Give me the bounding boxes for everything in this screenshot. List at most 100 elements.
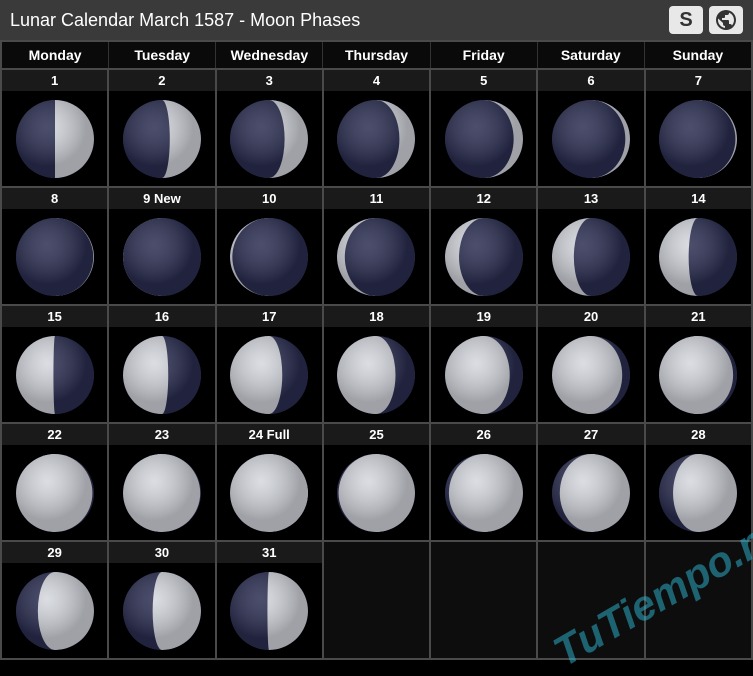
day-label: 28 (646, 424, 751, 445)
calendar-cell[interactable]: 31 (217, 540, 324, 658)
moon-phase-icon (538, 445, 643, 540)
day-label: 11 (324, 188, 429, 209)
calendar-cell (324, 540, 431, 658)
day-label: 1 (2, 70, 107, 91)
calendar-cell[interactable]: 1 (2, 68, 109, 186)
day-label: 5 (431, 70, 536, 91)
hemisphere-badge[interactable]: S (669, 6, 703, 34)
day-label: 22 (2, 424, 107, 445)
calendar-cell[interactable]: 2 (109, 68, 216, 186)
day-label: 21 (646, 306, 751, 327)
page-title: Lunar Calendar March 1587 - Moon Phases (10, 10, 360, 31)
page-header: Lunar Calendar March 1587 - Moon Phases … (0, 0, 753, 40)
day-label: 23 (109, 424, 214, 445)
calendar-cell[interactable]: 12 (431, 186, 538, 304)
calendar-cell[interactable]: 3 (217, 68, 324, 186)
calendar-cell[interactable]: 28 (646, 422, 751, 540)
day-label: 20 (538, 306, 643, 327)
day-header: Monday (2, 42, 109, 68)
moon-phase-icon (2, 445, 107, 540)
globe-icon[interactable] (709, 6, 743, 34)
calendar-cell[interactable]: 18 (324, 304, 431, 422)
moon-phase-icon (646, 327, 751, 422)
day-header: Wednesday (216, 42, 323, 68)
calendar-week: 293031 (2, 540, 751, 658)
header-icons: S (669, 6, 743, 34)
moon-phase-icon (646, 445, 751, 540)
calendar-cell[interactable]: 17 (217, 304, 324, 422)
moon-phase-icon (2, 563, 107, 658)
calendar-cell[interactable]: 4 (324, 68, 431, 186)
calendar-cell[interactable]: 7 (646, 68, 751, 186)
calendar-cell (646, 540, 751, 658)
day-label: 18 (324, 306, 429, 327)
moon-phase-icon (431, 91, 536, 186)
day-header: Friday (431, 42, 538, 68)
day-headers-row: MondayTuesdayWednesdayThursdayFridaySatu… (2, 42, 751, 68)
day-label: 2 (109, 70, 214, 91)
day-label: 17 (217, 306, 322, 327)
hemisphere-letter: S (679, 9, 692, 32)
day-label: 30 (109, 542, 214, 563)
day-header: Sunday (645, 42, 751, 68)
calendar-cell[interactable]: 20 (538, 304, 645, 422)
day-label: 14 (646, 188, 751, 209)
moon-phase-icon (2, 91, 107, 186)
day-header: Saturday (538, 42, 645, 68)
moon-phase-icon (538, 327, 643, 422)
calendar-cell[interactable]: 25 (324, 422, 431, 540)
moon-phase-icon (324, 445, 429, 540)
moon-phase-icon (217, 563, 322, 658)
moon-phase-icon (109, 209, 214, 304)
day-label: 31 (217, 542, 322, 563)
calendar-cell[interactable]: 10 (217, 186, 324, 304)
day-label: 9 New (109, 188, 214, 209)
calendar-week: 1234567 (2, 68, 751, 186)
moon-phase-icon (431, 327, 536, 422)
weeks-container: 123456789 New101112131415161718192021222… (2, 68, 751, 658)
day-label: 4 (324, 70, 429, 91)
moon-phase-icon (109, 91, 214, 186)
calendar-cell[interactable]: 26 (431, 422, 538, 540)
calendar-cell[interactable]: 5 (431, 68, 538, 186)
calendar-cell[interactable]: 9 New (109, 186, 216, 304)
calendar-cell[interactable]: 29 (2, 540, 109, 658)
calendar-cell[interactable]: 6 (538, 68, 645, 186)
day-label: 29 (2, 542, 107, 563)
day-label: 15 (2, 306, 107, 327)
calendar-week: 89 New1011121314 (2, 186, 751, 304)
moon-phase-icon (538, 91, 643, 186)
calendar-cell (538, 540, 645, 658)
day-label: 24 Full (217, 424, 322, 445)
moon-phase-icon (2, 327, 107, 422)
calendar-cell[interactable]: 23 (109, 422, 216, 540)
calendar-cell[interactable]: 11 (324, 186, 431, 304)
moon-phase-icon (431, 209, 536, 304)
moon-phase-icon (324, 327, 429, 422)
day-label: 7 (646, 70, 751, 91)
day-label: 8 (2, 188, 107, 209)
calendar-cell[interactable]: 13 (538, 186, 645, 304)
moon-phase-icon (217, 209, 322, 304)
moon-phase-icon (538, 209, 643, 304)
moon-phase-icon (2, 209, 107, 304)
moon-phase-icon (431, 445, 536, 540)
calendar-cell[interactable]: 16 (109, 304, 216, 422)
moon-phase-icon (217, 445, 322, 540)
day-label: 27 (538, 424, 643, 445)
day-label: 25 (324, 424, 429, 445)
moon-phase-icon (217, 327, 322, 422)
calendar-cell[interactable]: 15 (2, 304, 109, 422)
calendar-cell[interactable]: 27 (538, 422, 645, 540)
calendar-grid: MondayTuesdayWednesdayThursdayFridaySatu… (0, 40, 753, 660)
day-label: 13 (538, 188, 643, 209)
calendar-cell[interactable]: 19 (431, 304, 538, 422)
calendar-cell[interactable]: 24 Full (217, 422, 324, 540)
day-header: Tuesday (109, 42, 216, 68)
calendar-cell[interactable]: 21 (646, 304, 751, 422)
moon-phase-icon (217, 91, 322, 186)
calendar-cell[interactable]: 22 (2, 422, 109, 540)
calendar-cell[interactable]: 30 (109, 540, 216, 658)
calendar-cell[interactable]: 14 (646, 186, 751, 304)
calendar-cell[interactable]: 8 (2, 186, 109, 304)
